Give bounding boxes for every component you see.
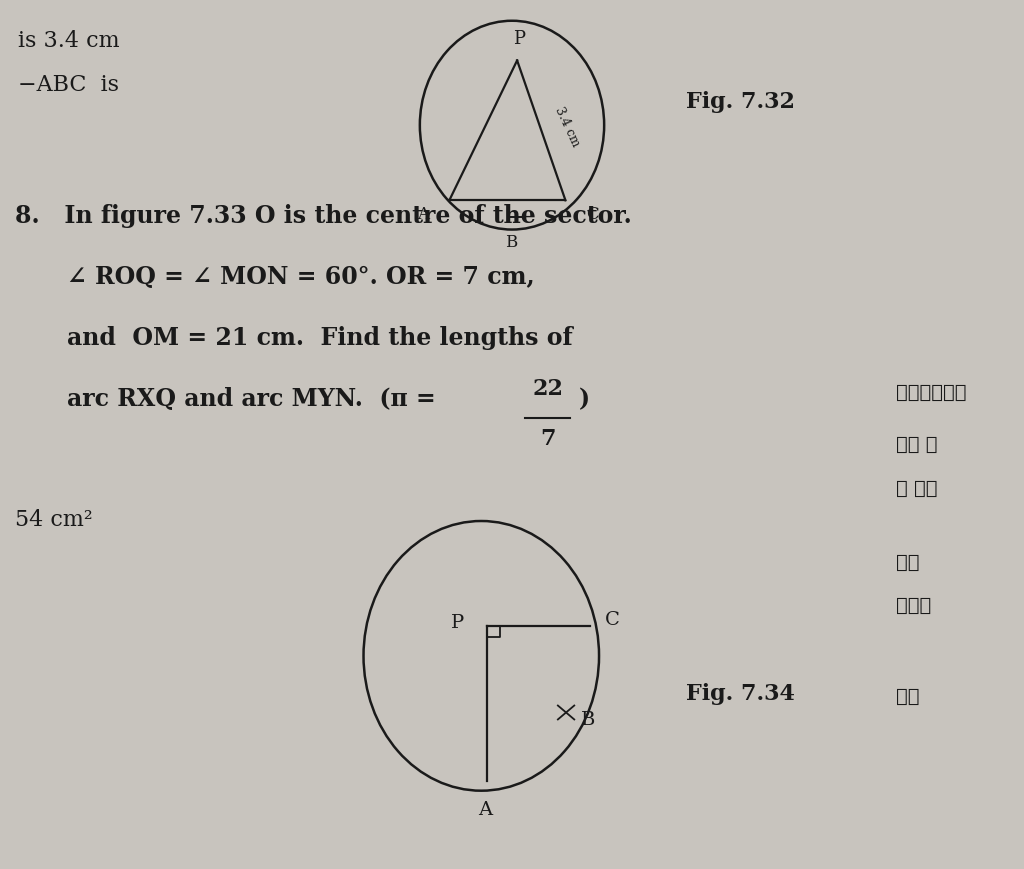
Text: ): ) [579, 387, 590, 411]
Text: नी आ: नी आ [896, 434, 938, 454]
Text: −ABC  is: −ABC is [18, 74, 120, 96]
Text: A: A [478, 800, 493, 819]
Text: Fig. 7.32: Fig. 7.32 [686, 91, 795, 113]
Text: 7: 7 [540, 428, 556, 449]
Text: A: A [417, 205, 429, 222]
Text: ∠ ROQ = ∠ MON = 60°. OR = 7 cm,: ∠ ROQ = ∠ MON = 60°. OR = 7 cm, [67, 265, 535, 289]
Text: 3.4 cm: 3.4 cm [552, 105, 582, 149]
Text: P: P [452, 614, 465, 631]
Text: B: B [506, 234, 518, 250]
Text: 8.   In figure 7.33 O is the centre of the sector.: 8. In figure 7.33 O is the centre of the… [15, 204, 632, 229]
Text: अर: अर [896, 687, 920, 706]
Text: 22: 22 [532, 378, 563, 400]
Text: द्व्या: द्व्या [896, 382, 967, 401]
Text: C: C [586, 205, 599, 222]
Text: B: B [582, 711, 596, 728]
Text: तज: तज [896, 552, 920, 571]
Text: ि बि: ि बि [896, 478, 938, 497]
Text: and  OM = 21 cm.  Find the lengths of: and OM = 21 cm. Find the lengths of [67, 326, 572, 350]
Text: P: P [513, 30, 525, 49]
Text: C: C [605, 611, 620, 628]
Text: ायल: ायल [896, 595, 931, 614]
Text: arc RXQ and arc MYN.  (π =: arc RXQ and arc MYN. (π = [67, 387, 435, 411]
Text: 54 cm²: 54 cm² [15, 508, 93, 530]
Text: Fig. 7.34: Fig. 7.34 [686, 682, 795, 704]
Text: is 3.4 cm: is 3.4 cm [18, 30, 120, 52]
